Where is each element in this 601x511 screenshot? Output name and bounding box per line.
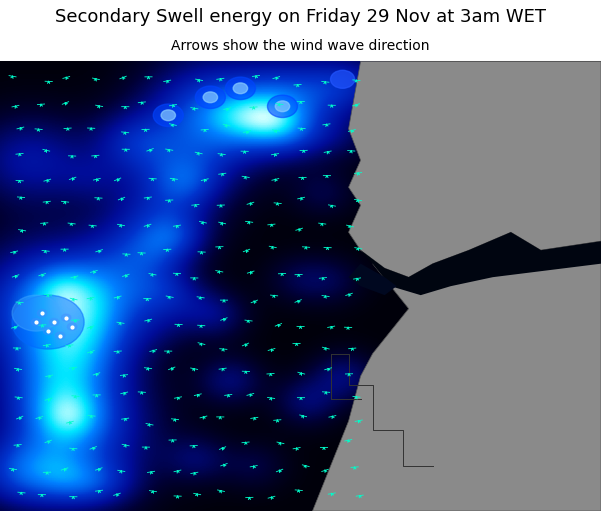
Circle shape xyxy=(37,310,47,317)
Circle shape xyxy=(49,318,59,326)
Circle shape xyxy=(161,110,175,121)
Circle shape xyxy=(61,314,71,321)
Polygon shape xyxy=(361,232,601,295)
Circle shape xyxy=(331,71,355,88)
Circle shape xyxy=(267,95,297,118)
Circle shape xyxy=(233,83,248,94)
Polygon shape xyxy=(313,241,601,511)
Circle shape xyxy=(43,328,53,335)
Circle shape xyxy=(55,332,65,339)
Polygon shape xyxy=(349,264,397,295)
Text: Arrows show the wind wave direction: Arrows show the wind wave direction xyxy=(171,39,430,53)
Circle shape xyxy=(225,77,255,100)
Circle shape xyxy=(195,86,225,108)
Circle shape xyxy=(12,295,60,331)
Text: Secondary Swell energy on Friday 29 Nov at 3am WET: Secondary Swell energy on Friday 29 Nov … xyxy=(55,8,546,26)
Circle shape xyxy=(153,104,183,127)
Polygon shape xyxy=(349,61,601,277)
Circle shape xyxy=(31,318,41,326)
Circle shape xyxy=(275,101,290,112)
Circle shape xyxy=(12,295,84,349)
Circle shape xyxy=(67,323,77,330)
Circle shape xyxy=(203,92,218,103)
